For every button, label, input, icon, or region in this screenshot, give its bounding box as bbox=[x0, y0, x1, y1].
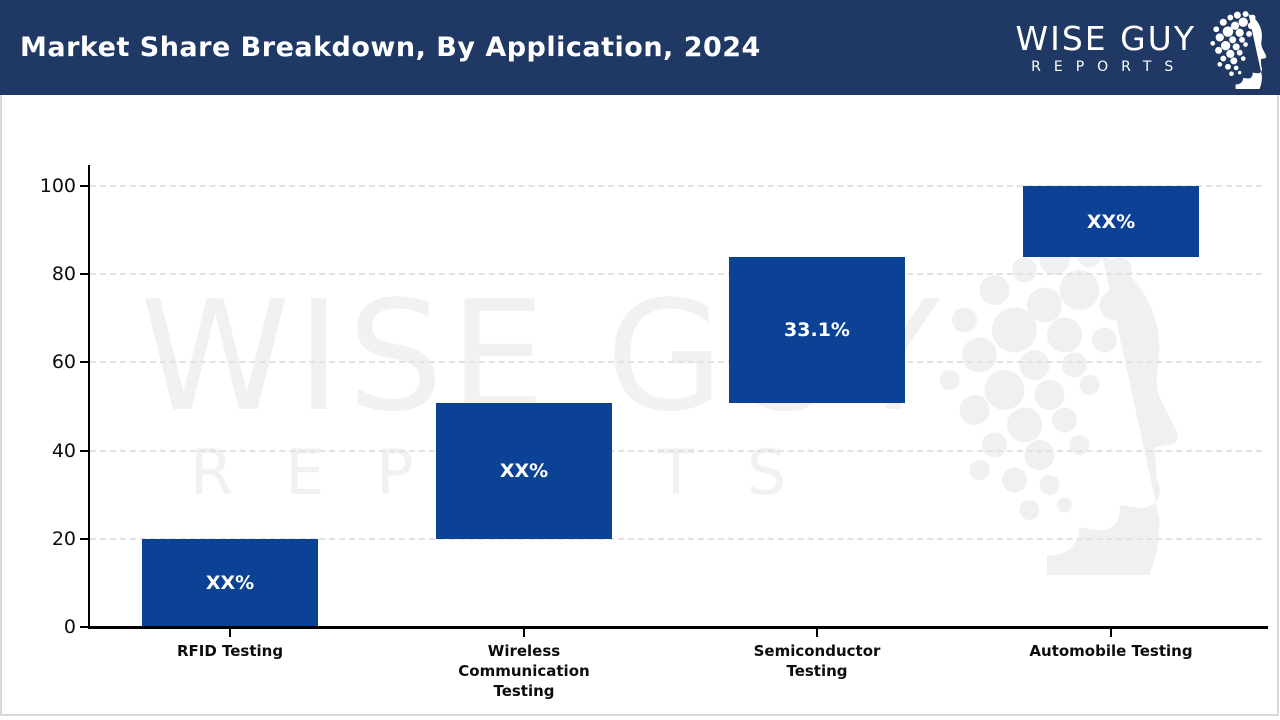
gridline-60 bbox=[90, 361, 1262, 363]
ytick-label-100: 100 bbox=[39, 175, 76, 197]
header: Market Share Breakdown, By Application, … bbox=[0, 0, 1280, 95]
ytick-mark-100 bbox=[80, 185, 88, 187]
gridline-80 bbox=[90, 273, 1262, 275]
logo-text: WISE GUY REPORTS bbox=[1015, 19, 1196, 76]
page-title: Market Share Breakdown, By Application, … bbox=[20, 32, 761, 63]
logo-wordmark: WISE GUY bbox=[1015, 19, 1196, 58]
category-label-semiconductor-testing: Semiconductor Testing bbox=[697, 641, 937, 681]
x-axis-spine bbox=[88, 626, 1268, 629]
y-axis-spine bbox=[88, 165, 90, 629]
bar-rfid-testing: XX% bbox=[142, 539, 318, 627]
gridline-20 bbox=[90, 538, 1262, 540]
category-label-line: RFID Testing bbox=[176, 642, 284, 660]
category-label-line: Testing bbox=[786, 662, 848, 680]
gridline-100 bbox=[90, 185, 1262, 187]
category-label-automobile-testing: Automobile Testing bbox=[991, 641, 1231, 661]
ytick-mark-80 bbox=[80, 273, 88, 275]
ytick-label-20: 20 bbox=[51, 528, 76, 550]
category-label-rfid-testing: RFID Testing bbox=[110, 641, 350, 661]
bar-label-automobile: XX% bbox=[1086, 210, 1136, 233]
bar-label-semiconductor: 33.1% bbox=[784, 319, 850, 341]
xtick-mark-wireless bbox=[523, 629, 525, 637]
bar-label-wireless: XX% bbox=[499, 460, 549, 482]
bar-automobile-testing: XX% bbox=[1023, 186, 1199, 257]
logo-subtext: REPORTS bbox=[1031, 59, 1187, 75]
gridline-40 bbox=[90, 450, 1262, 452]
category-label-line: Wireless bbox=[487, 642, 561, 660]
category-label-line: Automobile Testing bbox=[1029, 642, 1193, 660]
ytick-label-60: 60 bbox=[51, 351, 76, 373]
category-label-line: Semiconductor bbox=[753, 642, 881, 660]
ytick-mark-0 bbox=[80, 626, 88, 628]
ytick-mark-20 bbox=[80, 538, 88, 540]
wise-guy-head-icon bbox=[1210, 11, 1267, 89]
wise-guy-logo: WISE GUY REPORTS bbox=[1015, 6, 1272, 90]
bar-label-rfid: XX% bbox=[205, 572, 255, 594]
xtick-mark-automobile bbox=[1110, 629, 1112, 637]
watermark-head-icon bbox=[939, 242, 1178, 575]
ytick-label-0: 0 bbox=[63, 616, 76, 638]
category-label-line: Communication bbox=[458, 662, 590, 680]
category-label-line: Testing bbox=[493, 682, 555, 700]
ytick-label-80: 80 bbox=[51, 263, 76, 285]
xtick-mark-semiconductor bbox=[816, 629, 818, 637]
ytick-mark-60 bbox=[80, 361, 88, 363]
ytick-label-40: 40 bbox=[51, 440, 76, 462]
bar-wireless-communication-testing: XX% bbox=[436, 403, 612, 539]
ytick-mark-40 bbox=[80, 450, 88, 452]
xtick-mark-rfid bbox=[229, 629, 231, 637]
bar-semiconductor-testing: 33.1% bbox=[729, 257, 905, 403]
category-label-wireless-communication-testing: Wireless Communication Testing bbox=[404, 641, 644, 701]
